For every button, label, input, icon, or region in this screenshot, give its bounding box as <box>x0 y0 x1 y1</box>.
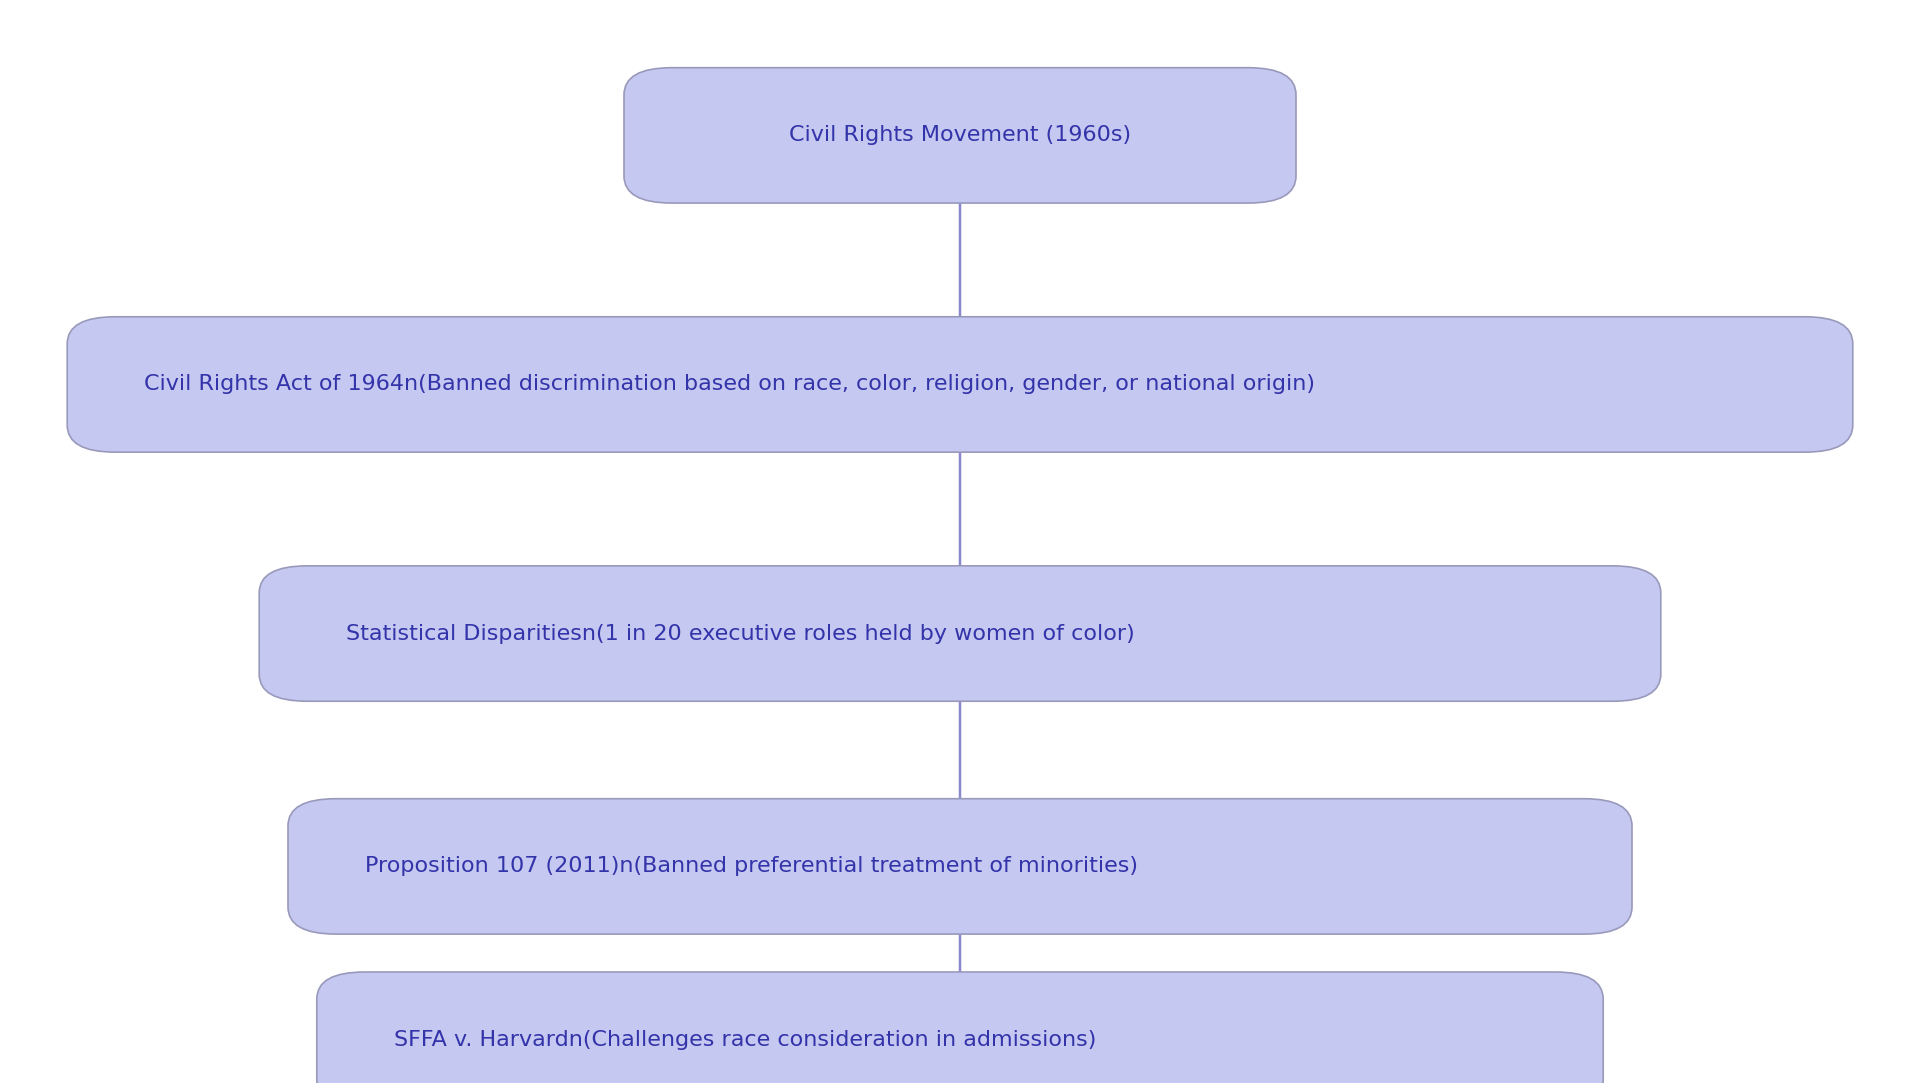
FancyBboxPatch shape <box>259 566 1661 702</box>
FancyBboxPatch shape <box>288 799 1632 934</box>
FancyBboxPatch shape <box>624 67 1296 204</box>
FancyBboxPatch shape <box>317 973 1603 1083</box>
Text: Civil Rights Movement (1960s): Civil Rights Movement (1960s) <box>789 126 1131 145</box>
Text: Proposition 107 (2011)n(Banned preferential treatment of minorities): Proposition 107 (2011)n(Banned preferent… <box>365 857 1139 876</box>
Text: Civil Rights Act of 1964n(Banned discrimination based on race, color, religion, : Civil Rights Act of 1964n(Banned discrim… <box>144 375 1315 394</box>
Text: Statistical Disparitiesn(1 in 20 executive roles held by women of color): Statistical Disparitiesn(1 in 20 executi… <box>346 624 1135 643</box>
FancyBboxPatch shape <box>67 317 1853 453</box>
Text: SFFA v. Harvardn(Challenges race consideration in admissions): SFFA v. Harvardn(Challenges race conside… <box>394 1030 1096 1049</box>
